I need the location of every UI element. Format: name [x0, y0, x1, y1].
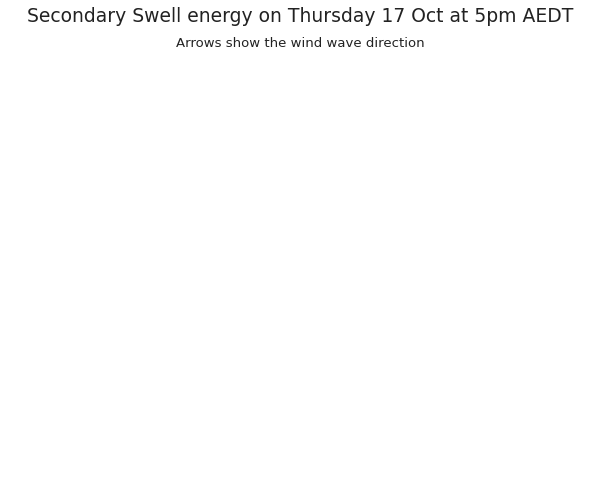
Text: Cartopy required: Cartopy required	[242, 264, 359, 279]
Text: Arrows show the wind wave direction: Arrows show the wind wave direction	[176, 37, 425, 50]
Text: Secondary Swell energy on Thursday 17 Oct at 5pm AEDT: Secondary Swell energy on Thursday 17 Oc…	[27, 7, 574, 26]
